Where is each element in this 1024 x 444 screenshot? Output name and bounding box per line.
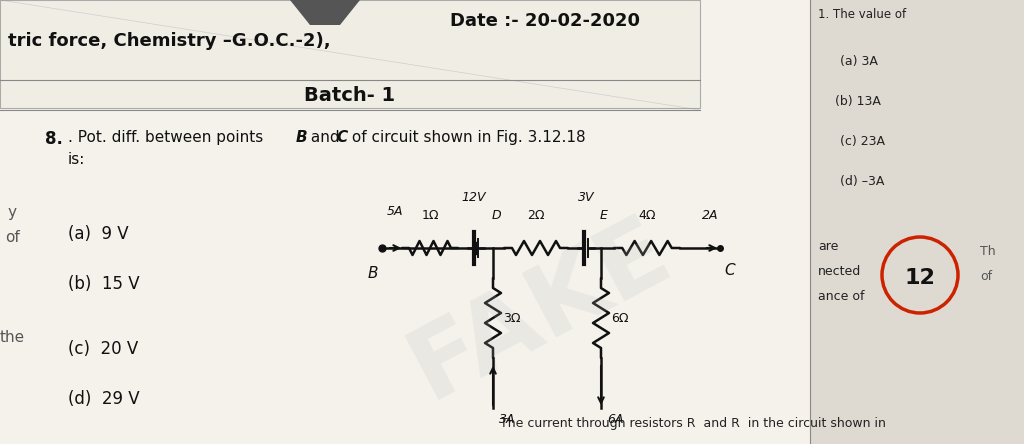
Text: 6A: 6A — [607, 413, 624, 426]
Text: D: D — [492, 209, 502, 222]
Text: 8.: 8. — [45, 130, 62, 148]
Text: The current through resistors R  and R  in the circuit shown in: The current through resistors R and R in… — [500, 417, 886, 430]
Text: . Pot. diff. between points: . Pot. diff. between points — [68, 130, 268, 145]
Text: C: C — [724, 263, 734, 278]
Text: of circuit shown in Fig. 3.12.18: of circuit shown in Fig. 3.12.18 — [347, 130, 586, 145]
Text: 3A: 3A — [499, 413, 515, 426]
Text: of: of — [980, 270, 992, 283]
FancyBboxPatch shape — [0, 0, 700, 108]
Text: 3Ω: 3Ω — [503, 312, 520, 325]
Text: 3V: 3V — [578, 191, 594, 204]
Text: (d)  29 V: (d) 29 V — [68, 390, 139, 408]
Text: 1Ω: 1Ω — [421, 209, 438, 222]
Text: (c) 23A: (c) 23A — [840, 135, 885, 148]
Text: and: and — [306, 130, 344, 145]
Text: nected: nected — [818, 265, 861, 278]
Text: is:: is: — [68, 152, 85, 167]
Text: C: C — [336, 130, 347, 145]
Text: 2Ω: 2Ω — [527, 209, 545, 222]
Text: 12: 12 — [904, 268, 936, 288]
Text: (b) 13A: (b) 13A — [835, 95, 881, 108]
Text: (c)  20 V: (c) 20 V — [68, 340, 138, 358]
Text: FAKE: FAKE — [394, 202, 686, 419]
Text: 1. The value of: 1. The value of — [818, 8, 906, 21]
Text: 6Ω: 6Ω — [611, 312, 629, 325]
Text: y: y — [8, 205, 17, 220]
FancyBboxPatch shape — [810, 0, 1024, 444]
Text: B: B — [368, 266, 378, 281]
Polygon shape — [290, 0, 360, 25]
Text: 12V: 12V — [462, 191, 486, 204]
Text: ance of: ance of — [818, 290, 864, 303]
Text: tric force, Chemistry –G.O.C.-2),: tric force, Chemistry –G.O.C.-2), — [8, 32, 331, 50]
Text: B: B — [296, 130, 307, 145]
Text: 2A: 2A — [701, 209, 718, 222]
Text: 5A: 5A — [387, 205, 403, 218]
Text: (a) 3A: (a) 3A — [840, 55, 878, 68]
Text: (d) –3A: (d) –3A — [840, 175, 885, 188]
Text: E: E — [600, 209, 608, 222]
Text: the: the — [0, 330, 26, 345]
Text: are: are — [818, 240, 839, 253]
Text: of: of — [5, 230, 19, 245]
Text: (b)  15 V: (b) 15 V — [68, 275, 139, 293]
Text: Batch- 1: Batch- 1 — [304, 86, 395, 105]
Text: Th: Th — [980, 245, 995, 258]
Text: Date :- 20-02-2020: Date :- 20-02-2020 — [450, 12, 640, 30]
Text: (a)  9 V: (a) 9 V — [68, 225, 129, 243]
Text: 4Ω: 4Ω — [638, 209, 655, 222]
